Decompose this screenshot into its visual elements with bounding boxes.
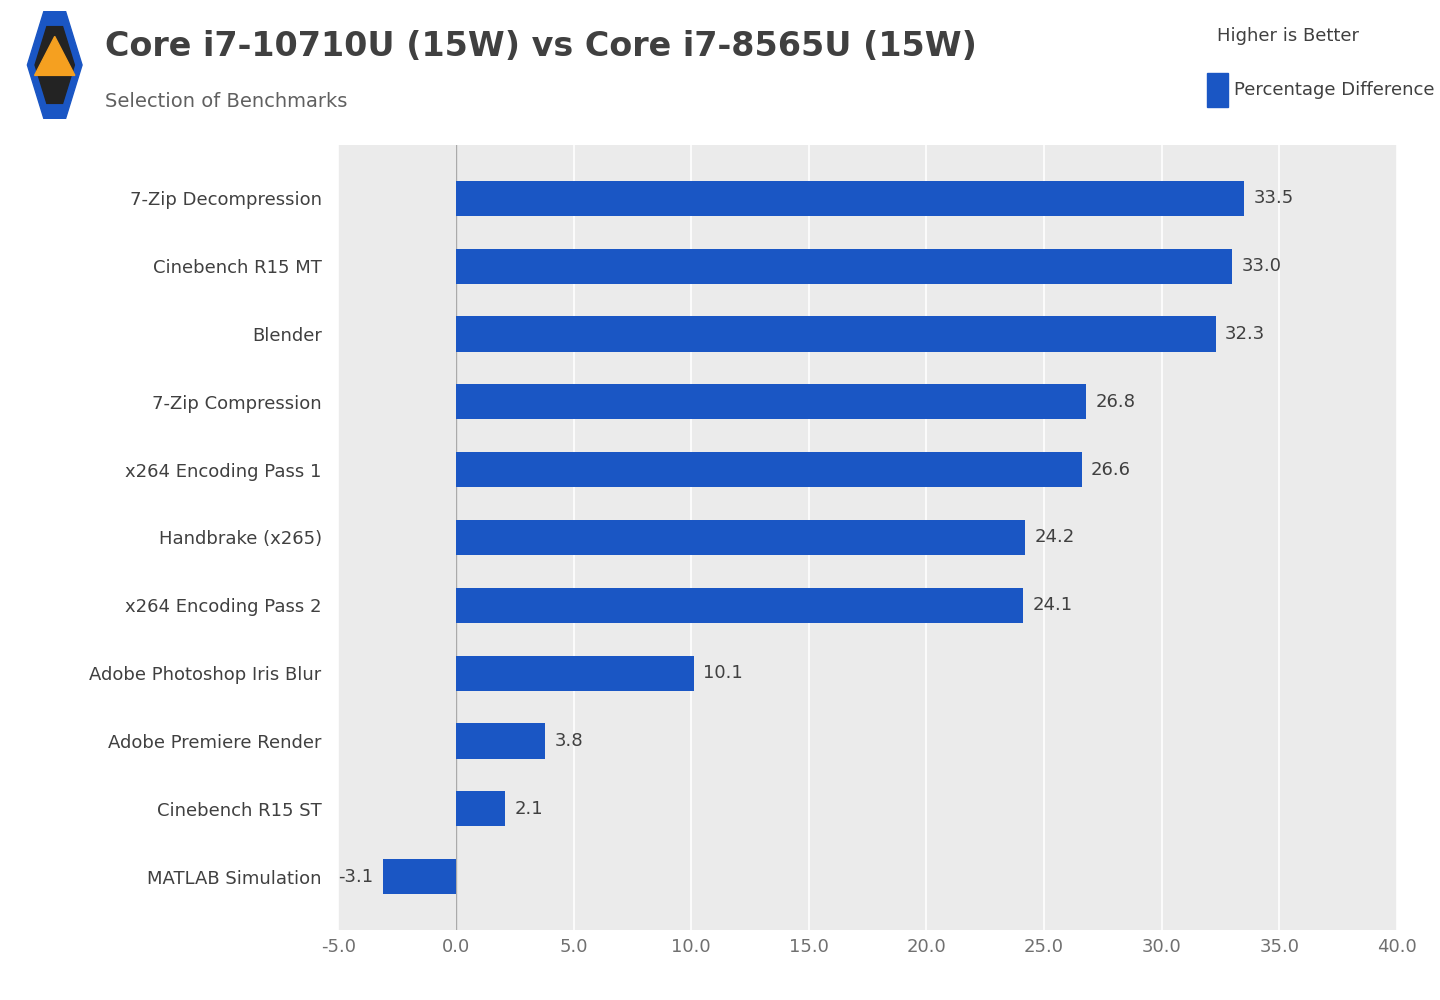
Text: Higher is Better: Higher is Better: [1217, 27, 1359, 45]
Text: 3.8: 3.8: [554, 732, 583, 750]
Text: 10.1: 10.1: [703, 664, 743, 682]
Bar: [1207, 73, 1228, 107]
Text: 24.2: 24.2: [1034, 528, 1074, 546]
Text: 33.5: 33.5: [1253, 189, 1293, 207]
Bar: [456, 316, 1215, 352]
Text: Core i7-10710U (15W) vs Core i7-8565U (15W): Core i7-10710U (15W) vs Core i7-8565U (1…: [105, 30, 976, 63]
Bar: [383, 859, 456, 894]
Bar: [456, 249, 1233, 284]
Bar: [456, 520, 1025, 555]
Bar: [456, 656, 694, 691]
Bar: [456, 452, 1081, 487]
Text: 2.1: 2.1: [516, 800, 543, 818]
Text: 33.0: 33.0: [1241, 257, 1282, 275]
Text: Selection of Benchmarks: Selection of Benchmarks: [105, 92, 347, 111]
Text: 24.1: 24.1: [1032, 596, 1073, 614]
Bar: [456, 723, 546, 759]
Polygon shape: [27, 12, 82, 118]
Bar: [456, 384, 1086, 419]
Text: Percentage Difference: Percentage Difference: [1234, 81, 1434, 99]
Bar: [456, 588, 1022, 623]
Text: -3.1: -3.1: [338, 868, 374, 886]
Polygon shape: [35, 36, 75, 75]
Text: 26.8: 26.8: [1096, 393, 1136, 411]
Bar: [456, 181, 1244, 216]
Bar: [456, 791, 505, 826]
Text: 26.6: 26.6: [1092, 461, 1130, 479]
Text: 32.3: 32.3: [1225, 325, 1266, 343]
Polygon shape: [35, 27, 75, 103]
